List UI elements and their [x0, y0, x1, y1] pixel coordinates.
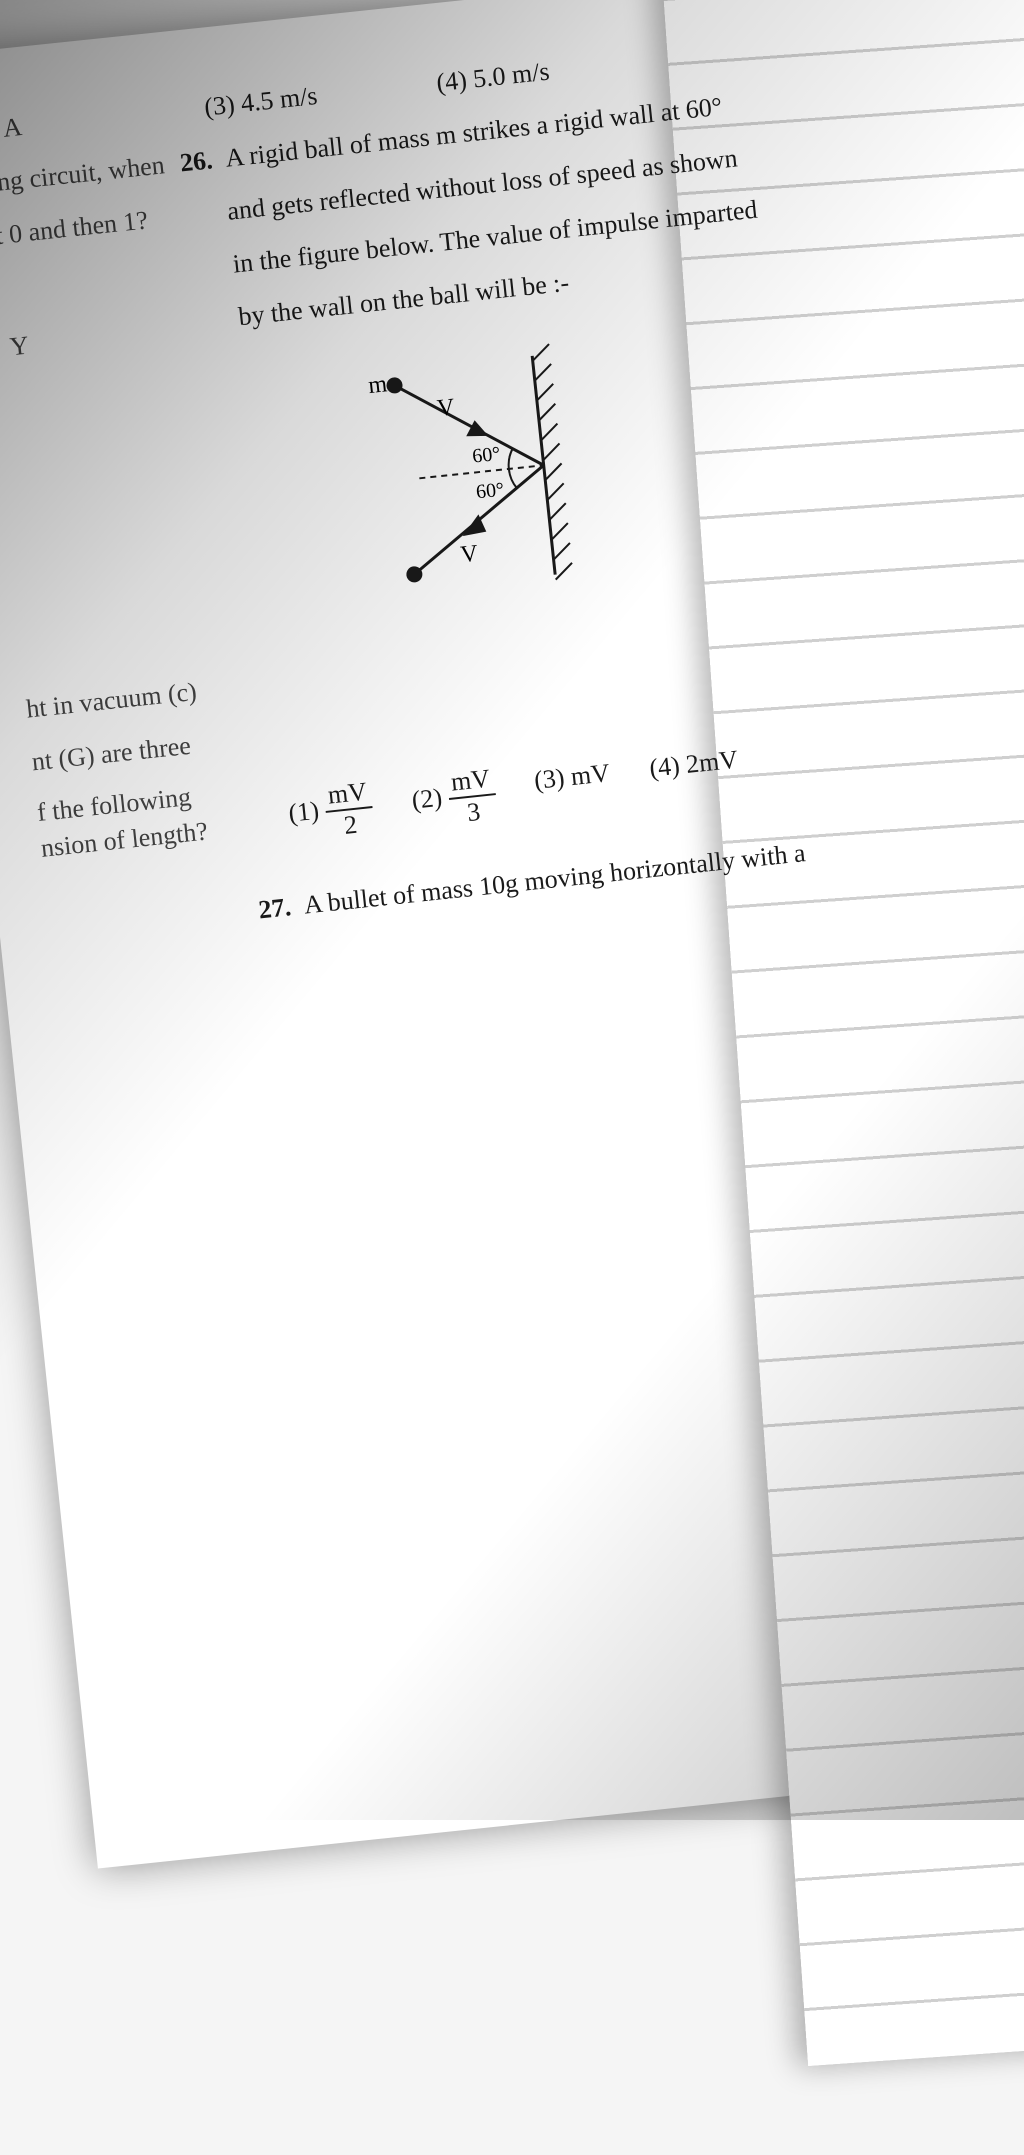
normal-line — [419, 465, 543, 478]
vel-out-label: V — [459, 541, 480, 569]
prev-opt-4: (4) 5.0 m/s — [434, 52, 551, 103]
reflection-diagram: m V V 60° 60° — [321, 324, 666, 616]
left-frag-2: rst 0 and then 1? — [0, 196, 188, 257]
left-frag-1: wing circuit, when — [0, 144, 182, 205]
angle-top-label: 60° — [471, 443, 501, 468]
opt2-prefix: (2) — [410, 782, 450, 815]
prev-left-fragment: 0.0 A — [0, 91, 177, 152]
angle-arc-bot — [509, 468, 517, 489]
page-sheet: 0.0 A (3) 4.5 m/s (4) 5.0 m/s wing circu… — [0, 0, 1024, 1869]
angle-arc-top — [507, 448, 515, 469]
prev-opt-3: (3) 4.5 m/s — [202, 76, 319, 127]
q26-opt-4: (4) 2mV — [647, 740, 741, 807]
opt1-den: 2 — [326, 808, 376, 841]
left-frag-y: Y — [8, 331, 30, 362]
opt2-den: 3 — [449, 795, 499, 828]
left-frag-4: nt (G) are three — [30, 721, 243, 782]
opt1-prefix: (1) — [287, 795, 327, 828]
page-content: 0.0 A (3) 4.5 m/s (4) 5.0 m/s wing circu… — [0, 16, 971, 951]
incoming-ball — [386, 377, 404, 395]
q26-opt-2: (2) mV3 — [409, 765, 498, 831]
mass-label: m — [367, 371, 389, 399]
q26-opt-3: (3) mV — [532, 753, 613, 819]
q26-opt-1: (1) mV2 — [286, 778, 375, 844]
left-frag-3: ht in vacuum (c) — [24, 668, 237, 729]
q26-number: 26. — [179, 145, 214, 177]
vel-in-label: V — [436, 394, 457, 422]
q27-number: 27. — [257, 892, 292, 924]
incoming-ray — [395, 371, 544, 480]
angle-bot-label: 60° — [475, 479, 505, 504]
incoming-arrow-icon — [465, 419, 489, 438]
